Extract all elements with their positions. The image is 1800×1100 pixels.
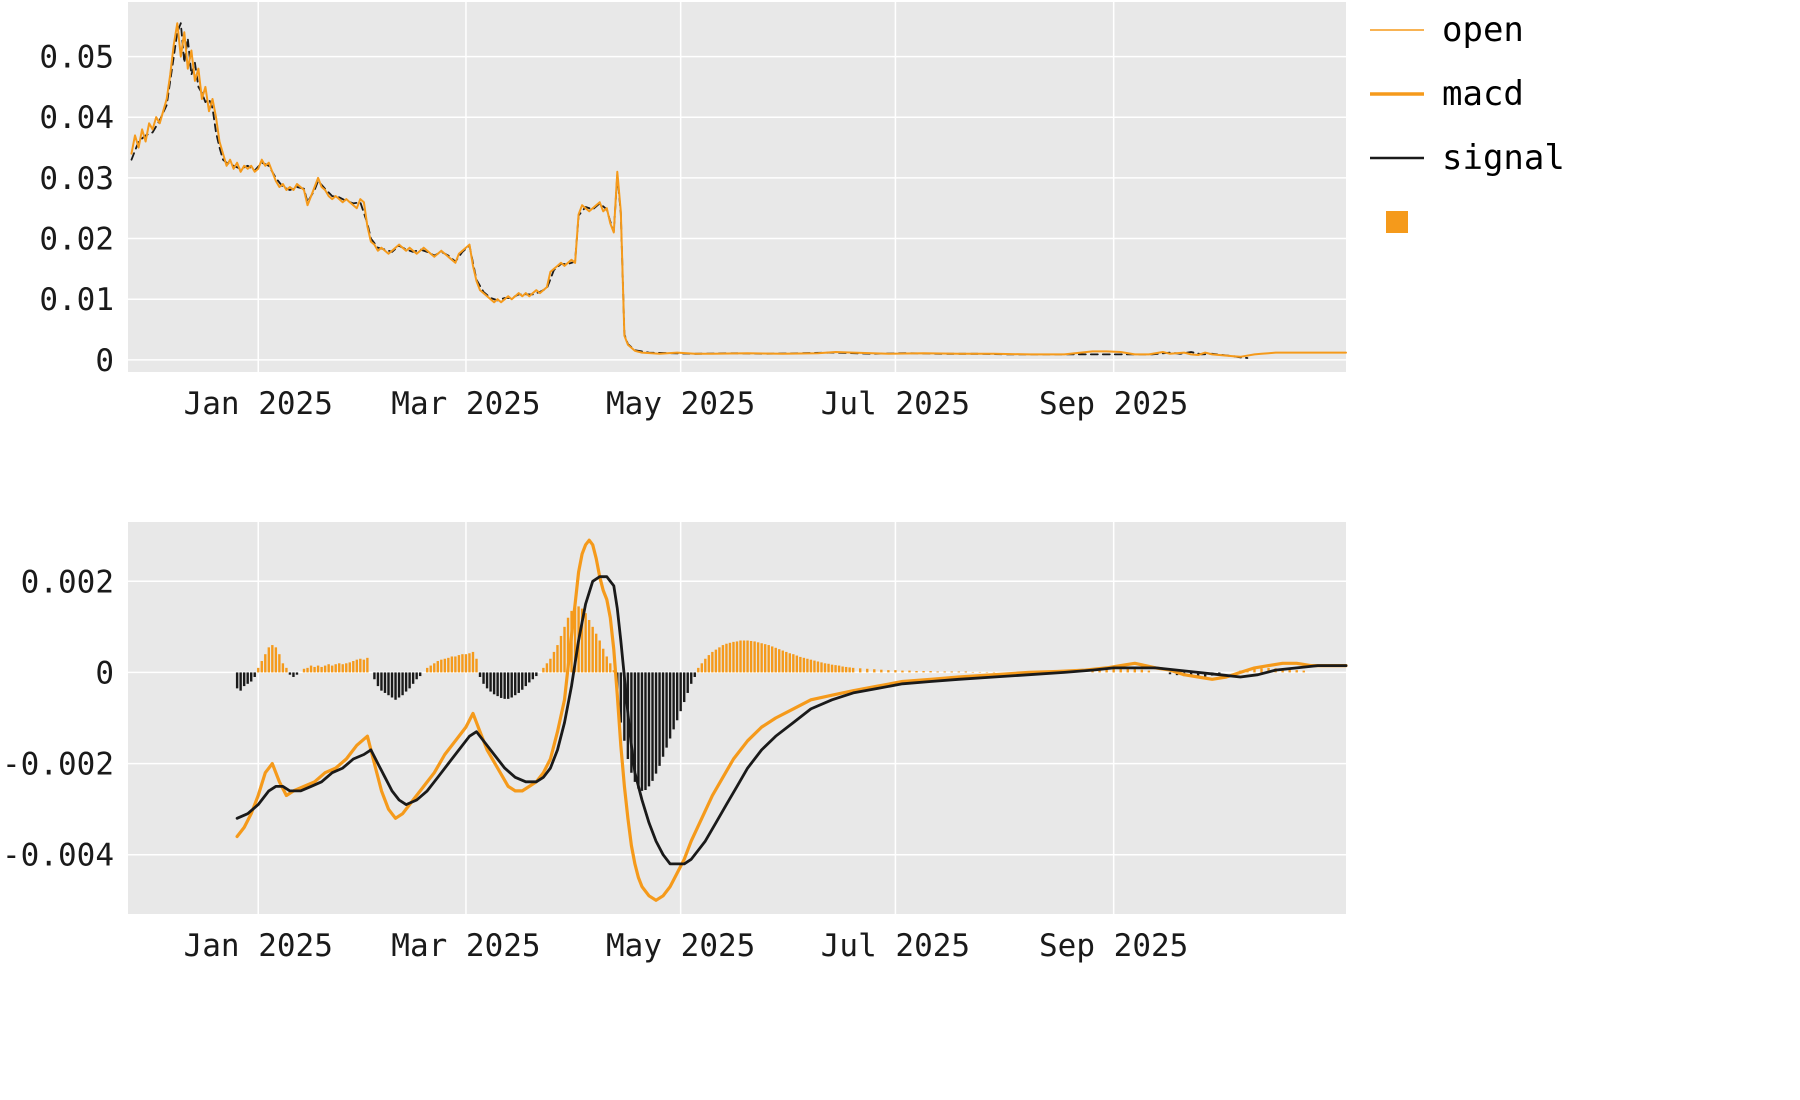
svg-text:Sep 2025: Sep 2025 (1039, 928, 1188, 964)
svg-text:Jan 2025: Jan 2025 (184, 386, 333, 422)
legend-label-macd: macd (1442, 74, 1524, 114)
histogram-square-swatch (1386, 211, 1408, 233)
legend-item-macd: macd (1368, 74, 1565, 114)
svg-text:May 2025: May 2025 (606, 928, 755, 964)
open-line-swatch (1370, 29, 1424, 31)
svg-text:Mar 2025: Mar 2025 (391, 386, 540, 422)
macd-chart-svg: Jan 2025 Mar 2025 May 2025 Jul 2025 Sep 2025… (2, 522, 1348, 964)
legend-item-open: open (1368, 10, 1565, 50)
legend-item-signal: signal (1368, 138, 1565, 178)
svg-text:0.02: 0.02 (39, 222, 114, 258)
legend-item-histogram (1368, 204, 1565, 240)
svg-text:0.03: 0.03 (39, 161, 114, 197)
svg-text:0.04: 0.04 (39, 100, 114, 136)
svg-text:May 2025: May 2025 (606, 386, 755, 422)
svg-text:0: 0 (95, 343, 114, 379)
svg-text:Mar 2025: Mar 2025 (391, 928, 540, 964)
svg-text:0: 0 (95, 655, 114, 691)
legend-label-open: open (1442, 10, 1524, 50)
legend-label-signal: signal (1442, 138, 1565, 178)
svg-text:Jan 2025: Jan 2025 (184, 928, 333, 964)
svg-text:0.01: 0.01 (39, 282, 114, 318)
price-chart-svg: Jan 2025 Mar 2025 May 2025 Jul 2025 Sep 2025… (39, 2, 1347, 422)
svg-text:Jul 2025: Jul 2025 (821, 386, 970, 422)
svg-text:-0.002: -0.002 (2, 747, 114, 783)
svg-text:Jul 2025: Jul 2025 (821, 928, 970, 964)
signal-line-swatch (1370, 156, 1424, 160)
svg-text:0.002: 0.002 (21, 564, 114, 600)
macd-line-swatch (1370, 92, 1424, 96)
svg-text:-0.004: -0.004 (2, 838, 114, 874)
svg-text:Sep 2025: Sep 2025 (1039, 386, 1188, 422)
legend: open macd signal (1368, 10, 1565, 240)
svg-text:0.05: 0.05 (39, 40, 114, 76)
